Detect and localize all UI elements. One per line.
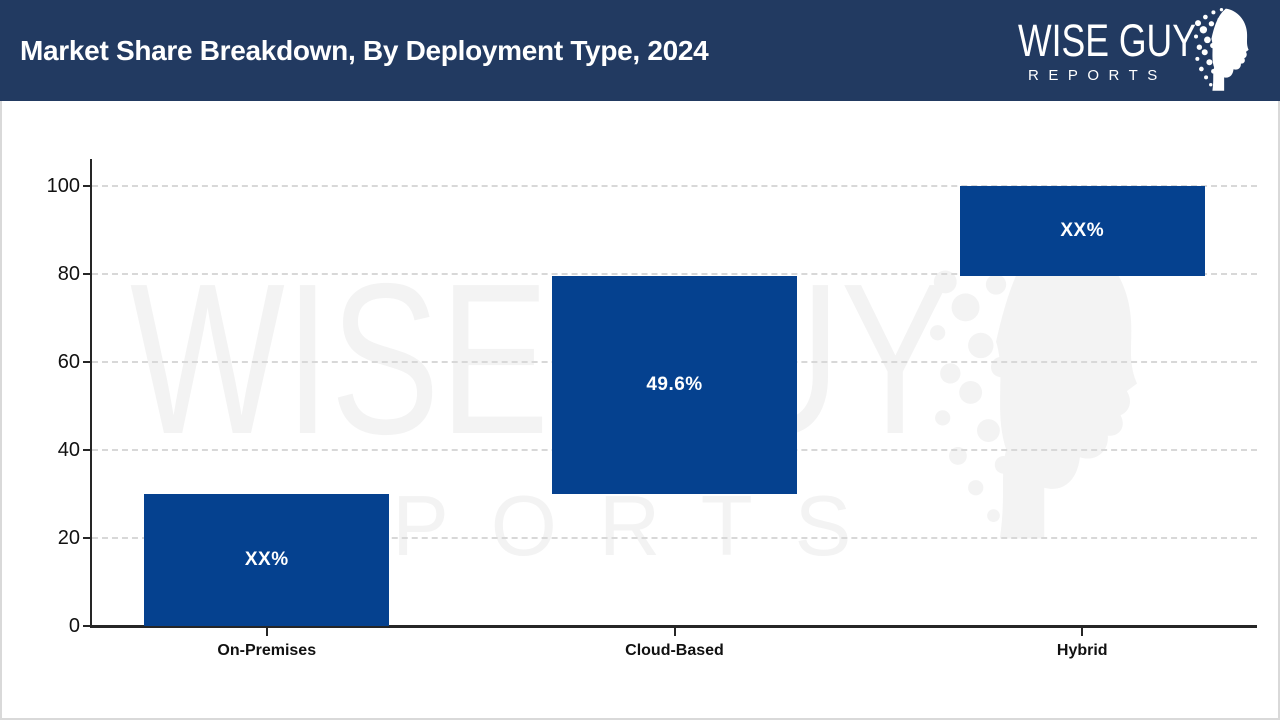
y-tick-60: [83, 361, 92, 363]
bar-value-label-on-premises: XX%: [244, 549, 289, 570]
bar-value-label-hybrid: XX%: [1060, 219, 1105, 241]
y-axis-label-20: 20: [57, 527, 80, 549]
bar-value-label-cloud-based: 49.6%: [646, 373, 703, 395]
y-axis-label-60: 60: [57, 351, 80, 373]
y-tick-0: [83, 625, 92, 627]
wise-guy-reports-logo: WISE GUY REPORTS: [1018, 8, 1249, 91]
x-axis-label-on-premises: On-Premises: [217, 642, 317, 659]
gridline-100: [92, 185, 1257, 187]
dotted-face-icon: [1194, 8, 1249, 91]
bar-hybrid: XX%: [959, 186, 1205, 276]
watermark-face-icon: [930, 233, 1138, 539]
page-title: Market Share Breakdown, By Deployment Ty…: [20, 34, 709, 66]
y-axis-label-40: 40: [57, 439, 80, 461]
header-banner: Market Share Breakdown, By Deployment Ty…: [0, 0, 1280, 101]
y-tick-20: [83, 537, 92, 539]
logo-subtext: REPORTS: [1028, 67, 1167, 84]
x-tick-cloud-based: [673, 628, 676, 636]
y-axis-label-100: 100: [46, 175, 80, 197]
x-tick-hybrid: [1081, 628, 1084, 636]
logo-wordmark: WISE GUY: [1018, 15, 1196, 66]
y-tick-40: [83, 449, 92, 451]
x-axis-label-hybrid: Hybrid: [1056, 642, 1108, 659]
y-tick-80: [83, 273, 92, 275]
y-axis-label-80: 80: [57, 263, 80, 285]
gridline-80: [92, 273, 1257, 275]
y-axis-label-0: 0: [68, 615, 80, 637]
bar-on-premises: XX%: [144, 494, 390, 626]
x-axis-label-cloud-based: Cloud-Based: [625, 642, 724, 659]
gridline-20: [92, 537, 1257, 539]
x-tick-on-premises: [265, 628, 268, 636]
chart-canvas: WISE GUY REPORTS 0 20 40 60 80 100 XX% On-Premi…: [0, 101, 1280, 720]
x-axis-line: [90, 625, 1257, 628]
y-tick-100: [83, 185, 92, 187]
y-axis-line: [90, 159, 92, 628]
bar-cloud-based: 49.6%: [552, 275, 797, 494]
